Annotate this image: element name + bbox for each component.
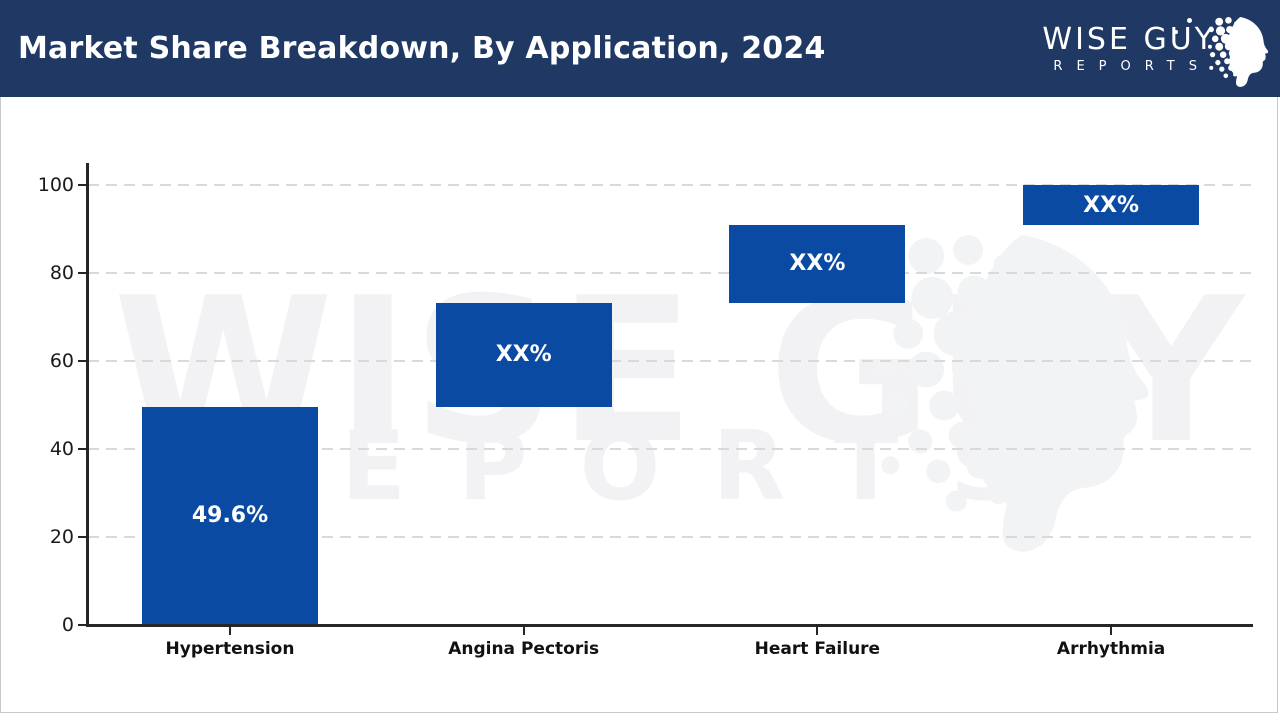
y-tick-mark — [78, 448, 87, 450]
gridline — [88, 184, 1253, 186]
y-tick-mark — [78, 624, 87, 626]
y-tick-mark — [78, 360, 87, 362]
y-tick-mark — [78, 184, 87, 186]
x-category-label: Angina Pectoris — [448, 639, 600, 659]
x-category-label: Arrhythmia — [1056, 639, 1166, 659]
watermark-head-silhouette — [875, 234, 1149, 552]
x-tick-mark — [1110, 627, 1113, 635]
x-tick-mark — [522, 627, 525, 635]
bar: XX% — [729, 225, 906, 303]
gridline — [88, 272, 1253, 274]
brand-name: WISE GUY — [1042, 22, 1216, 57]
page-title: Market Share Breakdown, By Application, … — [18, 31, 826, 66]
gridline — [88, 360, 1253, 362]
y-tick-label: 20 — [49, 526, 74, 548]
bar-label: XX% — [1083, 192, 1140, 218]
y-tick-mark — [78, 536, 87, 538]
brand-logo: WISE GUY REPORTS — [1004, 4, 1274, 94]
bar-label: XX% — [495, 342, 552, 368]
x-tick-mark — [816, 627, 819, 635]
header-bar: Market Share Breakdown, By Application, … — [0, 0, 1280, 97]
gridline — [88, 536, 1253, 538]
gridline — [88, 448, 1253, 450]
bar: XX% — [435, 302, 612, 407]
logo-accent-dot — [1174, 30, 1178, 34]
head-silhouette-icon — [1207, 17, 1269, 87]
x-category-label: Heart Failure — [754, 639, 881, 659]
y-axis-line — [86, 163, 89, 627]
y-tick-label: 100 — [37, 174, 74, 196]
y-tick-label: 40 — [49, 438, 74, 460]
bar-label: 49.6% — [191, 503, 269, 529]
x-axis-line — [86, 624, 1253, 627]
y-tick-label: 60 — [49, 350, 74, 372]
bar: XX% — [1023, 185, 1200, 226]
brand-subtitle: REPORTS — [1053, 59, 1212, 74]
x-tick-mark — [229, 627, 231, 635]
brand-logo-text: WISE GUY REPORTS — [1042, 22, 1216, 74]
y-tick-mark — [78, 272, 87, 274]
logo-accent-dot — [1187, 18, 1192, 23]
y-tick-label: 80 — [49, 262, 74, 284]
y-tick-label: 0 — [61, 614, 74, 636]
bar-label: XX% — [789, 251, 846, 277]
x-category-label: Hypertension — [165, 639, 295, 659]
bar: 49.6% — [142, 406, 318, 625]
